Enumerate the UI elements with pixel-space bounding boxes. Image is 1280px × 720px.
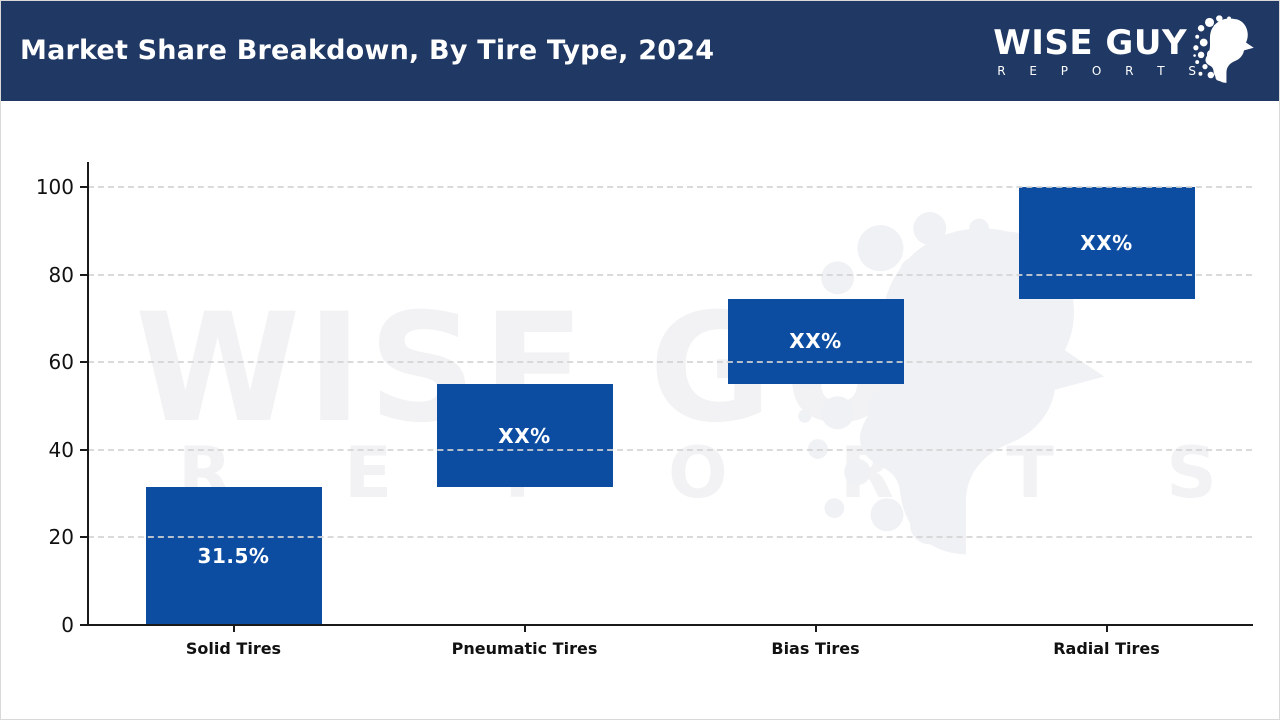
- bar-value-label: XX%: [789, 329, 842, 354]
- page-title: Market Share Breakdown, By Tire Type, 20…: [20, 35, 715, 66]
- y-tick-label: 60: [48, 350, 74, 375]
- x-tick-mark: [232, 626, 235, 632]
- x-tick-label: Radial Tires: [1053, 639, 1160, 658]
- y-tick-label: 100: [35, 175, 74, 199]
- y-tick-mark: [80, 273, 87, 276]
- logo-text: WISE GUY R E P O R T S: [993, 25, 1206, 78]
- x-tick-label: Solid Tires: [185, 639, 282, 658]
- x-tick-mark: [814, 626, 817, 632]
- gridline: [88, 448, 1252, 451]
- watermark-text-line2: R E P O R T S: [178, 432, 1261, 514]
- y-tick-mark: [80, 361, 87, 364]
- bar-value-label: 31.5%: [197, 544, 270, 568]
- y-tick-label: 40: [48, 437, 74, 462]
- logo-subname: R E P O R T S: [997, 63, 1206, 78]
- gridline: [88, 361, 1252, 364]
- y-tick-mark: [80, 536, 87, 539]
- wiseguy-face-logo-icon: [1192, 10, 1270, 92]
- x-tick-label: Bias Tires: [771, 639, 860, 658]
- y-tick-mark: [80, 448, 87, 451]
- gridline: [88, 273, 1252, 276]
- y-tick-label: 0: [61, 613, 74, 637]
- y-axis-line: [87, 162, 89, 626]
- header-bar: Market Share Breakdown, By Tire Type, 20…: [0, 0, 1280, 101]
- x-tick-label: Pneumatic Tires: [451, 639, 598, 658]
- y-tick-mark: [80, 186, 87, 188]
- y-tick-label: 20: [48, 525, 74, 550]
- bar: 31.5%: [145, 487, 322, 625]
- bar: XX%: [1018, 187, 1195, 299]
- x-tick-mark: [1105, 626, 1108, 632]
- x-axis-line: [86, 624, 1253, 626]
- x-tick-mark: [523, 626, 526, 632]
- gridline: [88, 186, 1252, 188]
- bar: XX%: [727, 298, 904, 385]
- gridline: [88, 536, 1252, 539]
- logo-name: WISE GUY: [993, 22, 1188, 63]
- bar: XX%: [436, 384, 613, 488]
- bar-value-label: XX%: [498, 423, 551, 448]
- y-tick-mark: [80, 624, 87, 626]
- bar-value-label: XX%: [1080, 230, 1133, 255]
- y-tick-label: 80: [48, 262, 74, 287]
- wiseguy-logo: WISE GUY R E P O R T S: [993, 8, 1270, 94]
